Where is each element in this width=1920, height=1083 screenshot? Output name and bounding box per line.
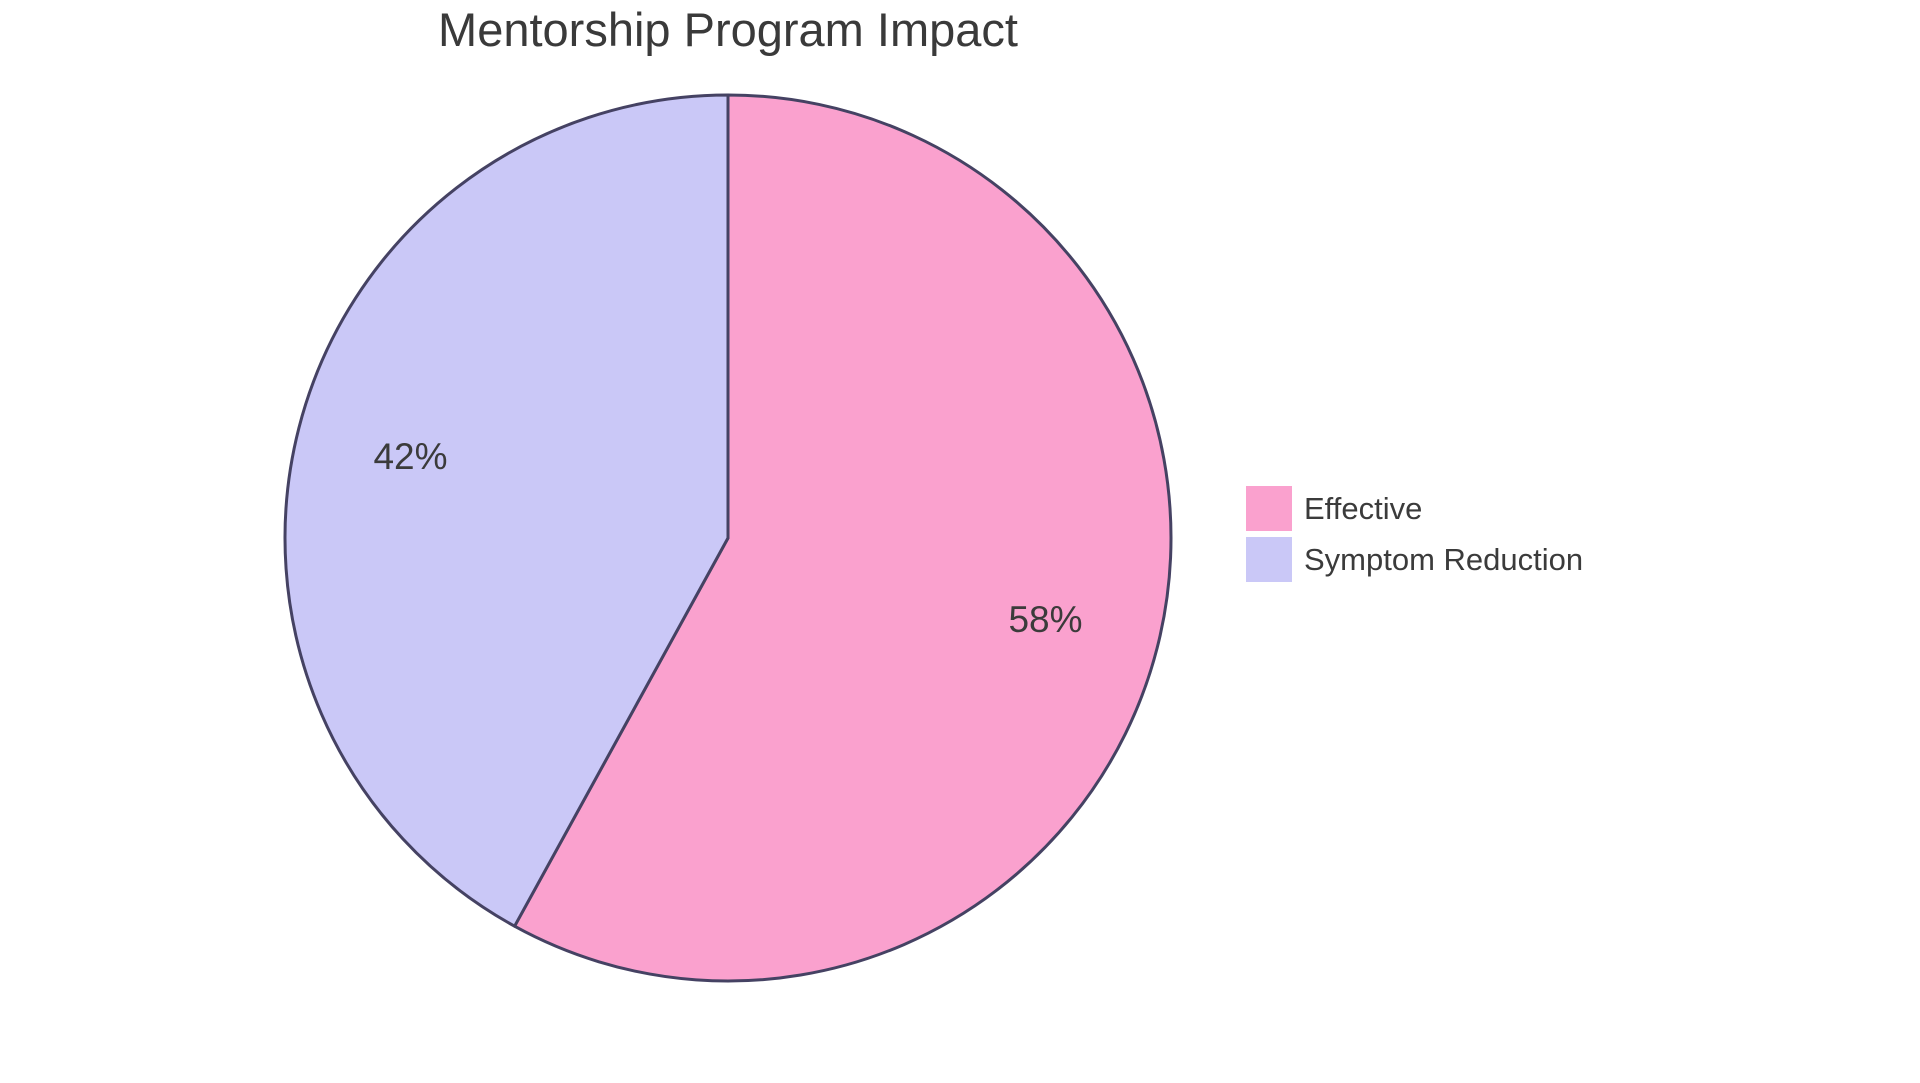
legend: Effective Symptom Reduction <box>1246 486 1583 588</box>
pie-slice-symptom-reduction[interactable] <box>283 93 730 928</box>
pie-slice-effective[interactable] <box>513 93 1173 983</box>
legend-item-symptom-reduction[interactable]: Symptom Reduction <box>1246 537 1583 582</box>
legend-item-effective[interactable]: Effective <box>1246 486 1583 531</box>
legend-label-symptom-reduction: Symptom Reduction <box>1304 541 1584 577</box>
legend-label-effective: Effective <box>1304 490 1423 526</box>
legend-swatch-effective[interactable] <box>1246 486 1292 531</box>
pie-slice-label-effective: 58% <box>1008 599 1082 640</box>
chart-title: Mentorship Program Impact <box>438 3 1018 56</box>
pie-slice-label-symptom-reduction: 42% <box>373 436 447 477</box>
legend-swatch-symptom-reduction[interactable] <box>1246 537 1292 582</box>
